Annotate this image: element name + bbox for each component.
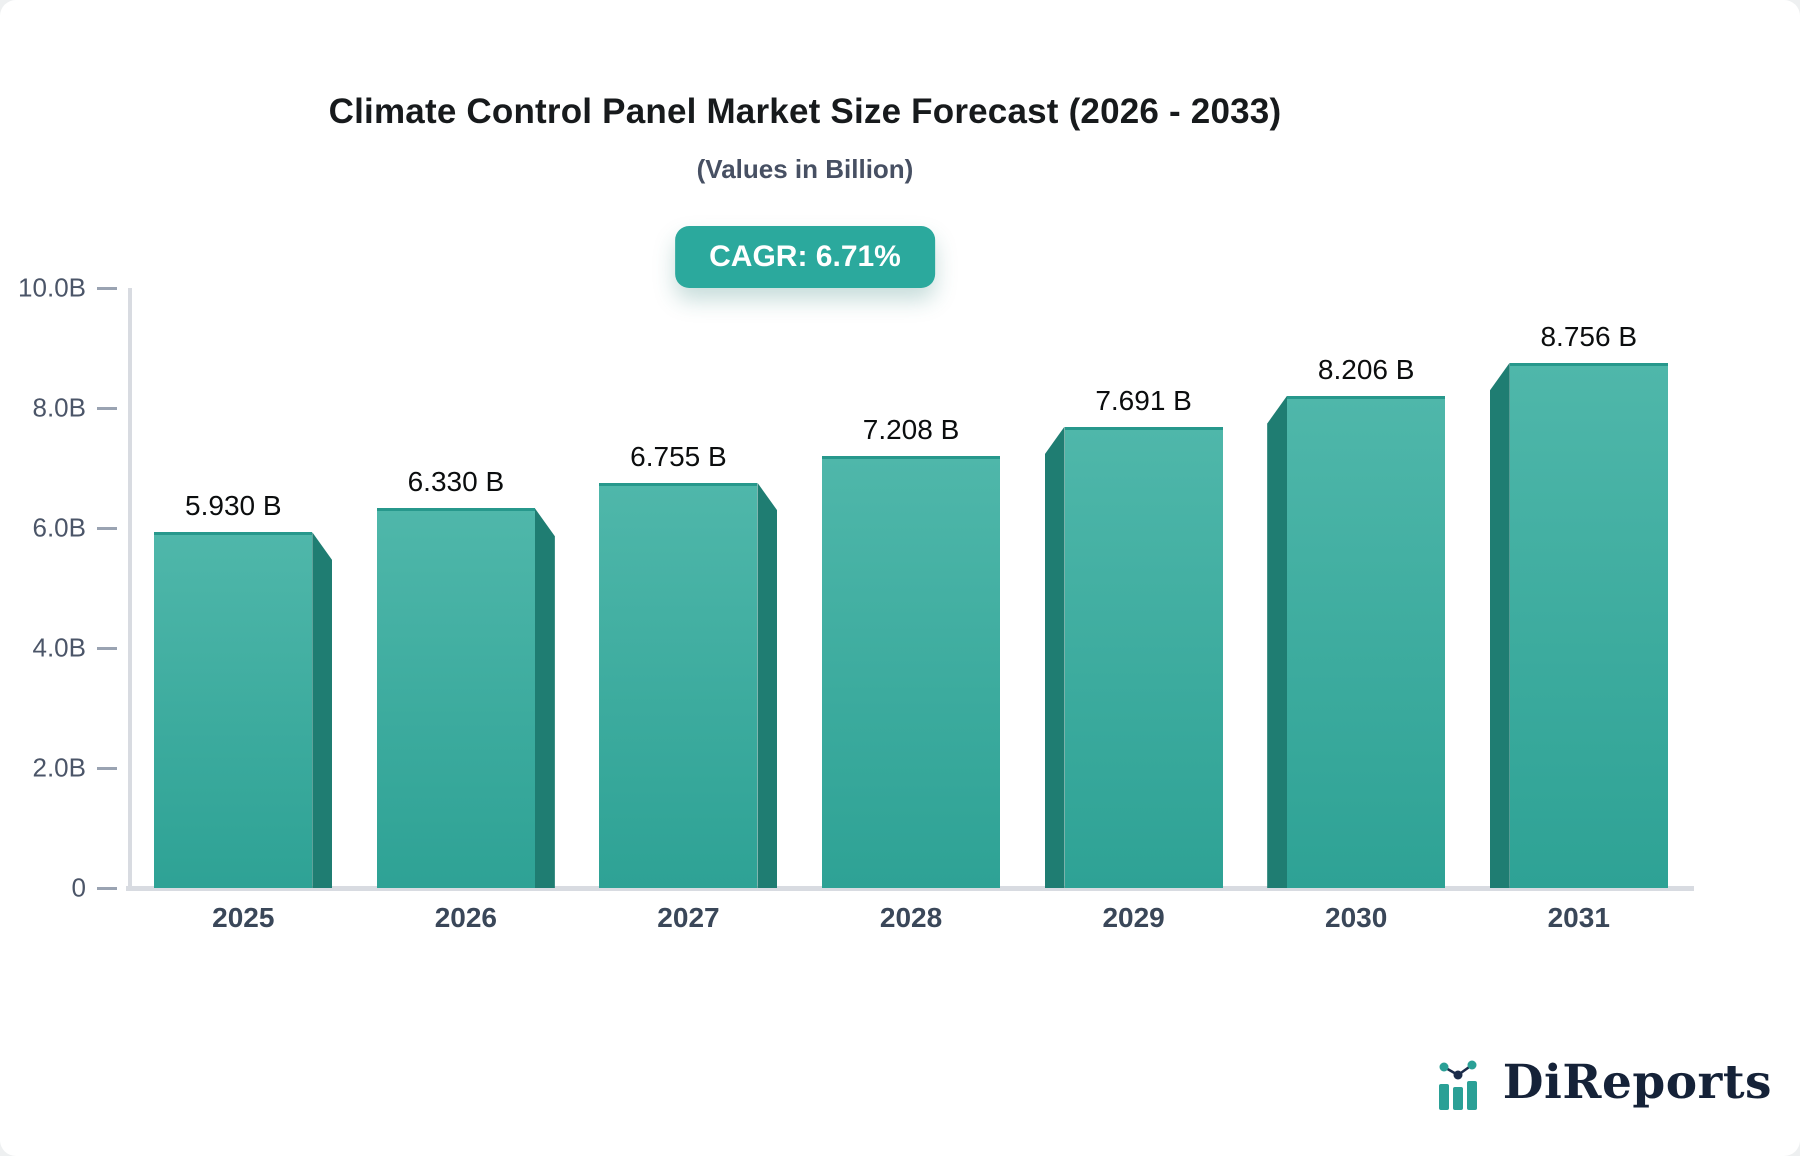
- bar-slot-2029: 7.691 B 2029: [1022, 288, 1245, 933]
- bar-3d-side: [1489, 362, 1510, 888]
- bar-face: [376, 508, 535, 888]
- y-tick-label: 6.0B: [32, 512, 87, 543]
- cagr-badge: CAGR: 6.71%: [675, 226, 935, 288]
- bar-face: [154, 532, 313, 888]
- bar-slot-2030: 8.206 B 2030: [1245, 288, 1468, 933]
- bar-2027: 6.755 B: [599, 441, 778, 888]
- bar-slot-2027: 6.755 B 2027: [577, 288, 800, 933]
- bar-slot-2026: 6.330 B 2026: [355, 288, 578, 933]
- y-tick-mark: [97, 646, 117, 650]
- x-axis-label-2030: 2030: [1325, 902, 1388, 933]
- x-axis-label-2029: 2029: [1102, 902, 1165, 933]
- bar-2031: 8.756 B: [1489, 321, 1668, 888]
- bar-3d-side: [1267, 395, 1288, 888]
- bar-value-label: 8.756 B: [1540, 320, 1638, 352]
- bar-face: [599, 482, 758, 888]
- y-tick-label: 8.0B: [32, 392, 87, 423]
- y-tick-mark: [97, 406, 117, 410]
- y-tick-mark: [97, 766, 117, 770]
- chart-title: Climate Control Panel Market Size Foreca…: [328, 92, 1282, 131]
- bar-slot-2025: 5.930 B 2025: [132, 288, 355, 933]
- chart-header: Climate Control Panel Market Size Foreca…: [0, 92, 1610, 185]
- bar-3d-side: [1044, 426, 1065, 888]
- y-tick-mark: [97, 286, 117, 290]
- y-tick-label: 4.0B: [32, 632, 87, 663]
- bar-value-label: 6.755 B: [630, 440, 727, 472]
- bar-value-label: 5.930 B: [185, 490, 282, 522]
- y-tick-label: 2.0B: [32, 752, 87, 783]
- bar-2030: 8.206 B: [1267, 354, 1446, 888]
- bar-2028: 7.208 B: [822, 414, 1001, 888]
- bar-value-label: 6.330 B: [407, 466, 505, 498]
- chart-subtitle: (Values in Billion): [696, 154, 914, 184]
- bar-2026: 6.330 B: [376, 466, 555, 888]
- bar-2029: 7.691 B: [1044, 385, 1223, 888]
- x-axis-label-2031: 2031: [1547, 902, 1610, 933]
- bar-3d-side: [312, 532, 333, 888]
- bar-2025: 5.930 B: [154, 490, 333, 888]
- brand-logo: DiReports: [1437, 1055, 1772, 1110]
- bar-slot-2031: 8.756 B 2031: [1467, 288, 1690, 933]
- plot-area: 5.930 B 2025 6.330 B 2026 6.755 B 2027 7.208 B…: [132, 288, 1690, 933]
- y-tick-label: 0: [71, 872, 86, 903]
- bar-face: [822, 455, 1001, 888]
- direports-logo-icon: [1438, 1060, 1477, 1110]
- x-axis-label-2027: 2027: [657, 902, 720, 933]
- y-tick-mark: [97, 526, 117, 530]
- bar-3d-side: [534, 508, 555, 888]
- bar-face: [1064, 426, 1223, 888]
- x-axis-label-2025: 2025: [212, 902, 275, 933]
- bar-value-label: 7.208 B: [862, 413, 960, 445]
- y-axis-line: [128, 288, 132, 888]
- brand-wordmark: DiReports: [1502, 1055, 1772, 1110]
- x-axis-baseline: [126, 886, 1694, 891]
- bar-value-label: 7.691 B: [1095, 384, 1192, 416]
- bar-face: [1287, 395, 1446, 888]
- y-tick-mark: [97, 886, 117, 890]
- bar-value-label: 8.206 B: [1317, 353, 1415, 385]
- bar-face: [1509, 362, 1668, 888]
- bar-slot-2028: 7.208 B 2028: [800, 288, 1023, 933]
- bar-3d-side: [757, 482, 778, 888]
- y-tick-label: 10.0B: [18, 272, 86, 303]
- x-axis-label-2028: 2028: [879, 902, 943, 933]
- x-axis-label-2026: 2026: [434, 902, 498, 933]
